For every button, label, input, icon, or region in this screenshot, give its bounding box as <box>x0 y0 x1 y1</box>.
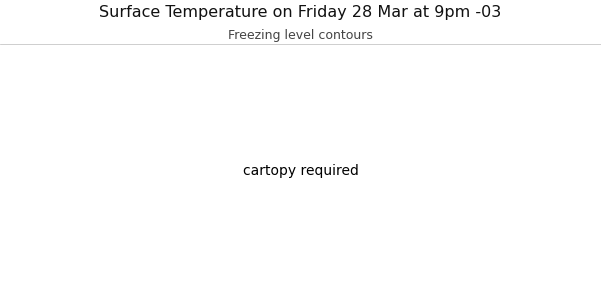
Text: Surface Temperature on Friday 28 Mar at 9pm -03: Surface Temperature on Friday 28 Mar at … <box>99 5 502 20</box>
Text: Freezing level contours: Freezing level contours <box>228 29 373 42</box>
Text: cartopy required: cartopy required <box>243 164 358 178</box>
